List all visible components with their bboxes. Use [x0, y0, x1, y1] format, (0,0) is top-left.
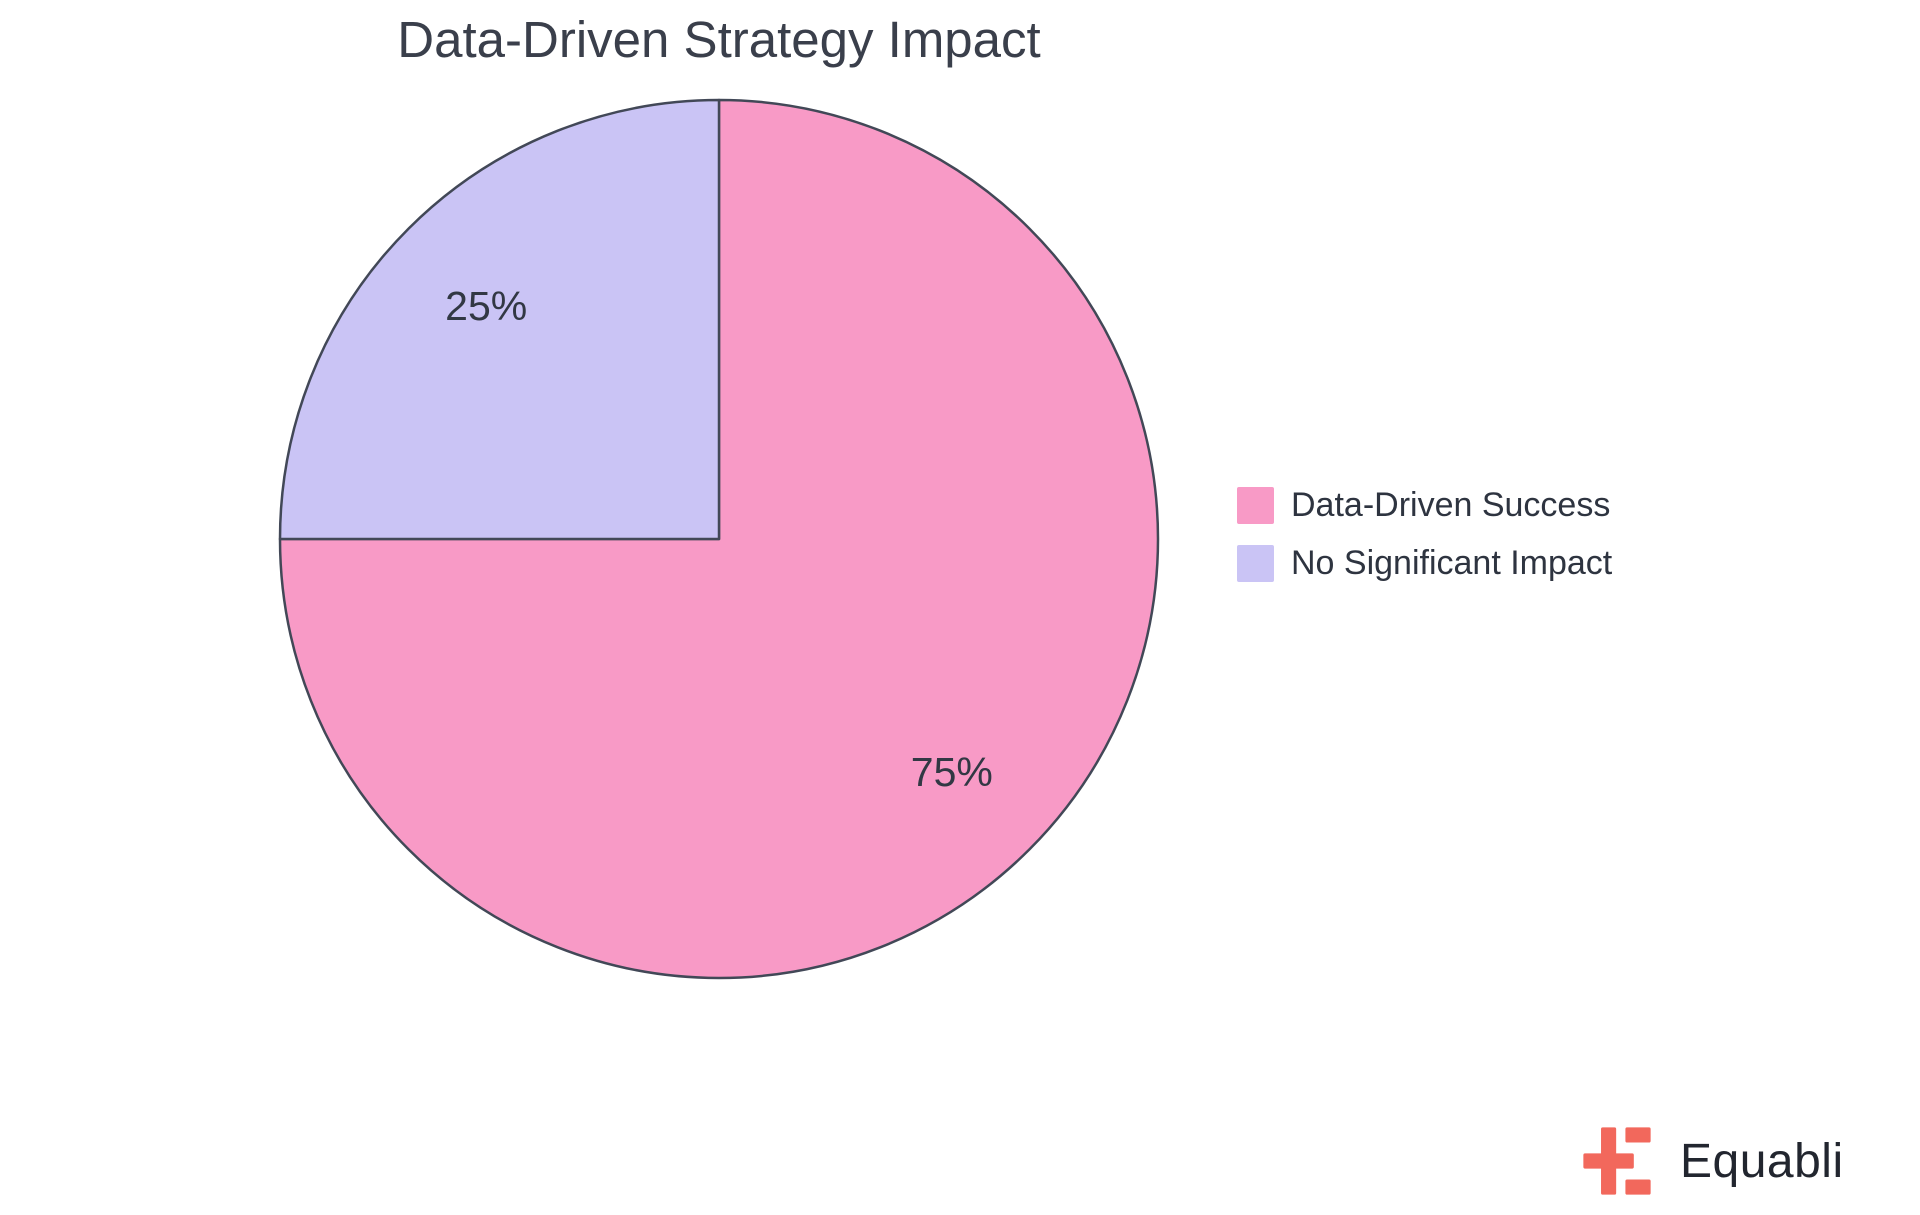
- legend-label-data-driven-success: Data-Driven Success: [1291, 486, 1611, 524]
- pie-slice-1: [278, 98, 721, 541]
- legend-swatch-data-driven-success: [1237, 487, 1274, 524]
- pie-slice-label-0: 75%: [911, 749, 993, 795]
- chart-title: Data-Driven Strategy Impact: [397, 11, 1041, 68]
- legend-label-no-significant-impact: No Significant Impact: [1291, 544, 1613, 582]
- pie-slice-label-1: 25%: [445, 283, 527, 329]
- brand-logo: Equabli: [1580, 1124, 1844, 1198]
- brand-name: Equabli: [1680, 1134, 1844, 1188]
- legend-item-data-driven-success: Data-Driven Success: [1237, 486, 1612, 525]
- equabli-logo-icon: [1583, 1127, 1651, 1195]
- pie-slice-0: [278, 98, 1160, 980]
- pie-chart: 75% 25%: [278, 98, 1160, 980]
- legend: Data-Driven Success No Significant Impac…: [1237, 486, 1612, 602]
- legend-item-no-significant-impact: No Significant Impact: [1237, 544, 1612, 583]
- legend-swatch-no-significant-impact: [1237, 545, 1274, 582]
